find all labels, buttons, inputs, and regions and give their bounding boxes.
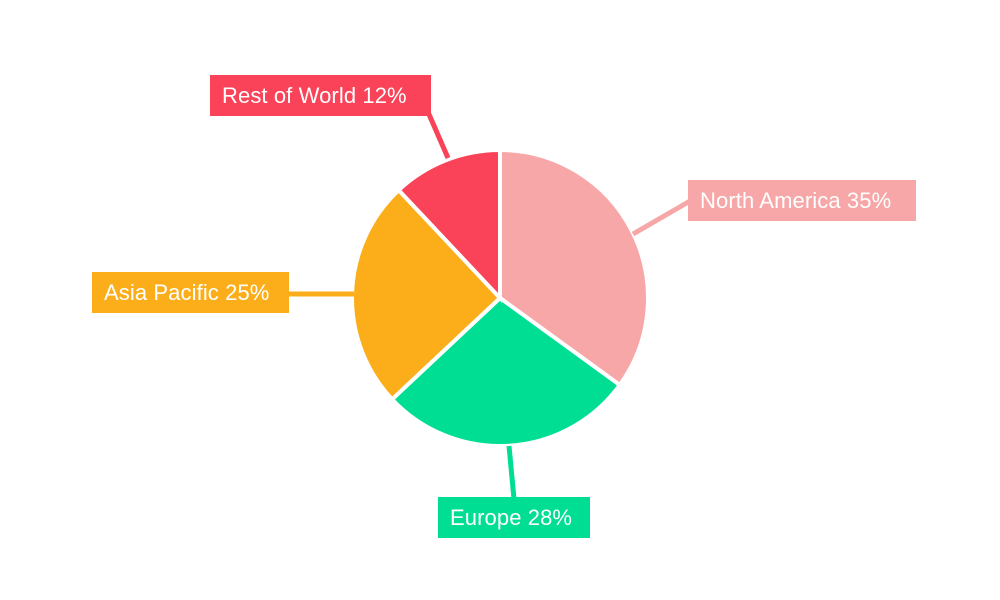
pie-wedges	[350, 147, 650, 448]
leader-line-europe	[506, 445, 517, 500]
leader-line-rest-of-world	[425, 111, 451, 159]
leader-line-north-america	[631, 198, 692, 237]
pie-slice-europe[interactable]	[389, 295, 623, 448]
pie-label-asia-pacific[interactable]: Asia Pacific 25%	[92, 272, 289, 313]
pie-slice-rest-of-world[interactable]	[395, 147, 502, 304]
pie-label-europe[interactable]: Europe 28%	[438, 497, 590, 538]
pie-label-rest-of-world-text: Rest of World 12%	[222, 82, 407, 108]
pie-label-north-america-text: North America 35%	[700, 187, 892, 213]
pie-label-north-america[interactable]: North America 35%	[688, 180, 916, 221]
pie-label-europe-text: Europe 28%	[450, 504, 573, 530]
leader-lines	[288, 111, 692, 500]
pie-label-rest-of-world[interactable]: Rest of World 12%	[210, 75, 431, 116]
pie-slice-north-america[interactable]	[498, 147, 650, 388]
pie-label-asia-pacific-text: Asia Pacific 25%	[104, 279, 270, 305]
